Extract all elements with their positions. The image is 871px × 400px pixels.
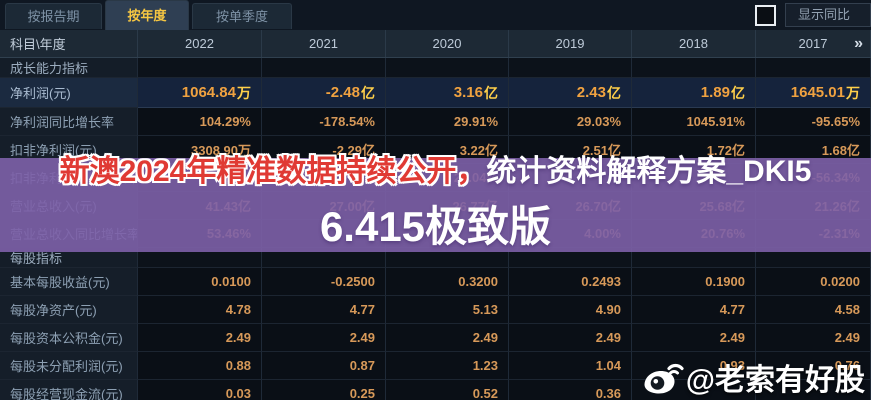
watermark-handle: @老索有好股 <box>685 364 865 397</box>
value-cell: 1045.91% <box>632 108 756 136</box>
value-unit: 万 <box>237 84 251 101</box>
value-cell: 29.03% <box>509 108 632 136</box>
value-unit: 亿 <box>731 84 745 101</box>
value-cell: 2.49 <box>632 324 756 352</box>
banner-line1-rest: 统计资料解释方案_DKI5 <box>486 155 812 189</box>
row-label: 每股经营现金流(元) <box>0 380 138 400</box>
value-cell: 4.90 <box>509 296 632 324</box>
section-empty-cell <box>386 248 509 268</box>
value-cell: 4.77 <box>632 296 756 324</box>
value-cell: 2.49 <box>138 324 262 352</box>
value-cell: 1064.84 万 <box>138 78 262 108</box>
value-cell: 104.29% <box>138 108 262 136</box>
value-unit: 亿 <box>484 84 498 101</box>
banner-line1-highlight: 新澳2024年精准数据持续公开， <box>59 155 487 189</box>
value-cell: 0.88 <box>138 352 262 380</box>
row-label: 净利润(元) <box>0 78 138 108</box>
value-cell: 5.13 <box>386 296 509 324</box>
row-label: 每股净资产(元) <box>0 296 138 324</box>
table-row[interactable]: 净利润同比增长率 104.29% -178.54% 29.91% 29.03% 1045.… <box>0 108 871 136</box>
value-cell: 29.91% <box>386 108 509 136</box>
value-cell: -2.48 亿 <box>262 78 386 108</box>
watermark: @老索有好股 <box>642 355 865 399</box>
section-empty-cell <box>262 248 386 268</box>
section-empty-cell <box>632 58 756 78</box>
row-label: 基本每股收益(元) <box>0 268 138 296</box>
section-empty-cell <box>138 58 262 78</box>
section-title: 成长能力指标 <box>0 58 138 78</box>
value-cell: 1.89 亿 <box>632 78 756 108</box>
value-cell: 0.3200 <box>386 268 509 296</box>
value-cell: 4.58 <box>756 296 871 324</box>
table-row[interactable]: 净利润(元) 1064.84 万 -2.48 亿 3.16 亿 2.43 亿 1.89 亿 1645.… <box>0 78 871 108</box>
weibo-icon <box>644 363 684 394</box>
table-row[interactable]: 基本每股收益(元) 0.0100 -0.2500 0.3200 0.2493 0.1900… <box>0 268 871 296</box>
value-cell: 0.87 <box>262 352 386 380</box>
year-header: 2020 <box>386 30 509 57</box>
table-row[interactable]: 每股资本公积金(元) 2.49 2.49 2.49 2.49 2.49 2.49 <box>0 324 871 352</box>
value-cell: 2.49 <box>509 324 632 352</box>
value-cell: 0.03 <box>138 380 262 400</box>
tab-single-quarter[interactable]: 按单季度 <box>192 3 292 29</box>
value-cell: 0.0200 <box>756 268 871 296</box>
value-unit: 亿 <box>607 84 621 101</box>
period-tabbar: 按报告期 按年度 按单季度 显示同比 <box>0 0 871 30</box>
section-empty-cell <box>632 248 756 268</box>
section-empty-cell <box>386 58 509 78</box>
value-cell: 1.23 <box>386 352 509 380</box>
section-empty-cell <box>509 248 632 268</box>
section-title: 每股指标 <box>0 248 138 268</box>
section-empty-cell <box>262 58 386 78</box>
table-header-row: 科目\年度 2022 2021 2020 2019 2018 2017» <box>0 30 871 58</box>
yoy-toggle-label[interactable]: 显示同比 <box>785 3 871 27</box>
value-cell: 0.76 <box>756 352 871 380</box>
value-cell: 4.77 <box>262 296 386 324</box>
table-row[interactable]: 每股未分配利润(元) 0.88 0.87 1.23 1.04 0.93 0.76 <box>0 352 871 380</box>
section-empty-cell <box>756 58 871 78</box>
value-cell: 4.78 <box>138 296 262 324</box>
value-cell: 2.43 亿 <box>509 78 632 108</box>
banner-line2: 6.415极致版 <box>319 202 552 250</box>
yoy-checkbox[interactable] <box>755 4 776 26</box>
promo-overlay-banner: 新澳2024年精准数据持续公开，统计资料解释方案_DKI5 6.415极致版 <box>0 156 871 252</box>
value-cell: 1645.01 万 <box>756 78 871 108</box>
section-row: 成长能力指标 <box>0 58 871 78</box>
year-header: 2018 <box>632 30 756 57</box>
value-cell: 0.36 <box>509 380 632 400</box>
row-label: 每股资本公积金(元) <box>0 324 138 352</box>
table-row[interactable]: 每股经营现金流(元) 0.03 0.25 0.52 0.36 <box>0 380 871 400</box>
value-cell: 1.04 <box>509 352 632 380</box>
value-unit: 亿 <box>361 84 375 101</box>
tab-annual[interactable]: 按年度 <box>105 0 189 30</box>
table-row[interactable]: 每股净资产(元) 4.78 4.77 5.13 4.90 4.77 4.58 <box>0 296 871 324</box>
year-header: 2017» <box>756 30 871 57</box>
value-cell: 2.49 <box>386 324 509 352</box>
corner-label: 科目\年度 <box>0 30 138 57</box>
year-header: 2019 <box>509 30 632 57</box>
tab-report-period[interactable]: 按报告期 <box>5 3 102 29</box>
section-row: 每股指标 <box>0 248 871 268</box>
value-cell: 0.25 <box>262 380 386 400</box>
row-label: 每股未分配利润(元) <box>0 352 138 380</box>
yoy-toggle-group: 显示同比 <box>755 3 871 27</box>
value-cell: 2.49 <box>262 324 386 352</box>
year-header: 2022 <box>138 30 262 57</box>
value-cell: 2.49 <box>756 324 871 352</box>
section-empty-cell <box>509 58 632 78</box>
value-cell: 0.52 <box>386 380 509 400</box>
more-years-icon[interactable]: » <box>854 34 863 52</box>
value-cell: -0.2500 <box>262 268 386 296</box>
value-cell: -95.65% <box>756 108 871 136</box>
value-unit: 万 <box>846 84 860 101</box>
value-cell: -178.54% <box>262 108 386 136</box>
value-cell: 0.2493 <box>509 268 632 296</box>
value-cell: 3.16 亿 <box>386 78 509 108</box>
value-cell: 0.0100 <box>138 268 262 296</box>
banner-line1: 新澳2024年精准数据持续公开，统计资料解释方案_DKI5 <box>60 156 812 188</box>
year-header: 2021 <box>262 30 386 57</box>
section-empty-cell <box>138 248 262 268</box>
row-label: 净利润同比增长率 <box>0 108 138 136</box>
value-cell: 0.1900 <box>632 268 756 296</box>
